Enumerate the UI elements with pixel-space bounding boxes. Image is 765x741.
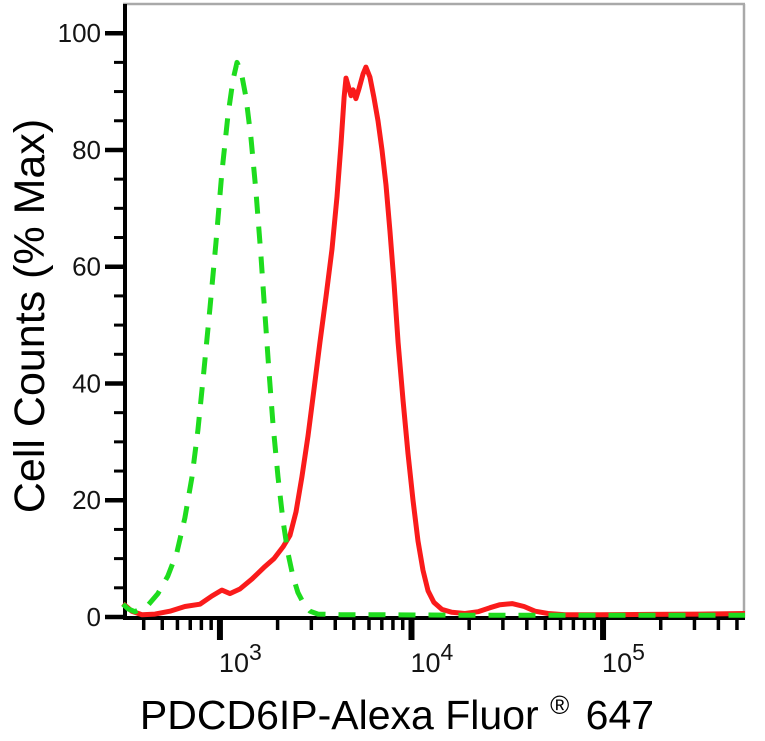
y-tick-label: 60 — [72, 252, 101, 282]
x-axis-label-main: PDCD6IP-Alexa Fluor — [140, 692, 539, 738]
x-tick-label: 104 — [410, 639, 453, 678]
y-tick-label: 0 — [87, 602, 101, 632]
x-tick-label-base: 10 — [219, 648, 249, 678]
x-axis-label-suffix: 647 — [586, 692, 654, 738]
x-tick-label-base: 10 — [410, 648, 440, 678]
green-dashed-curve — [121, 59, 745, 618]
x-tick-label: 103 — [219, 639, 262, 678]
x-tick-label-base: 10 — [602, 648, 632, 678]
x-tick-label-exponent: 4 — [441, 639, 454, 665]
y-tick-label: 20 — [72, 485, 101, 515]
x-axis-tick-labels: 103 104 105 — [219, 639, 645, 678]
y-axis-label: Cell Counts (% Max) — [6, 119, 54, 513]
registered-trademark-symbol: ® — [550, 690, 569, 720]
y-tick-label: 80 — [72, 135, 101, 165]
y-axis-tick-labels: 0 20 40 60 80 100 — [58, 18, 101, 632]
x-axis-ticks — [141, 618, 739, 640]
y-axis-ticks — [105, 30, 125, 620]
histogram-curves — [121, 59, 746, 618]
x-tick-label-exponent: 3 — [249, 639, 262, 665]
plot-frame — [123, 2, 746, 620]
y-tick-label: 40 — [72, 368, 101, 398]
x-tick-label: 105 — [602, 639, 645, 678]
x-axis-label: PDCD6IP-Alexa Fluor ® 647 — [140, 677, 654, 738]
red-solid-curve — [121, 64, 746, 618]
x-tick-label-exponent: 5 — [632, 639, 645, 665]
y-tick-label: 100 — [58, 18, 101, 48]
